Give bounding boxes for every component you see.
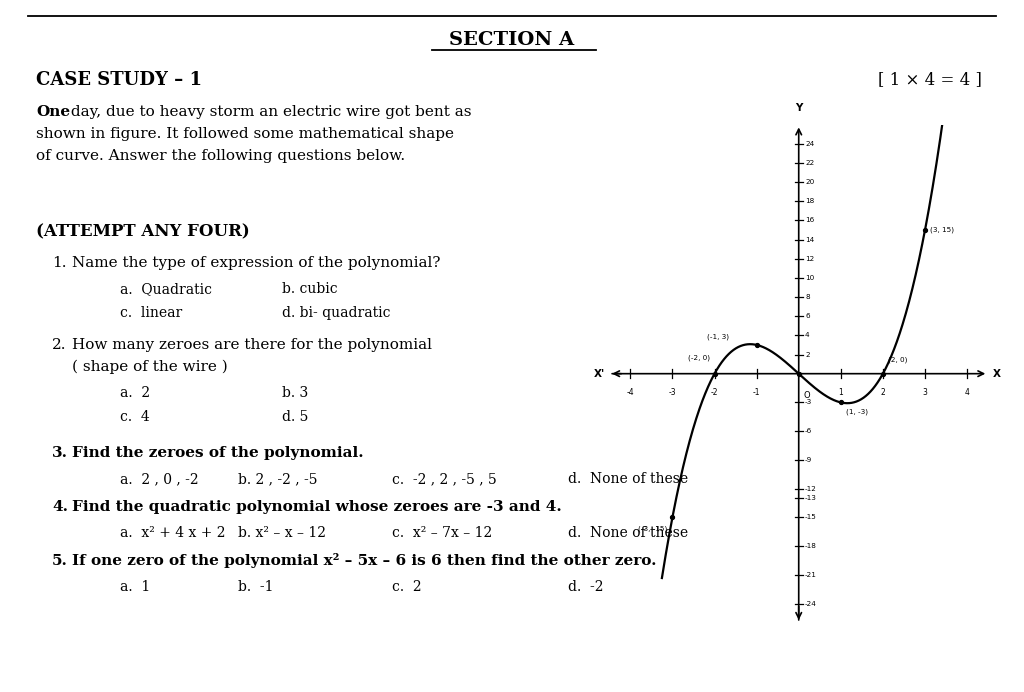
Text: a.  Quadratic: a. Quadratic <box>120 282 212 296</box>
Text: -24: -24 <box>805 601 817 607</box>
Text: -6: -6 <box>805 428 812 434</box>
Text: 20: 20 <box>805 179 814 185</box>
Text: CASE STUDY – 1: CASE STUDY – 1 <box>36 71 202 89</box>
Text: -12: -12 <box>805 486 817 491</box>
Text: 1.: 1. <box>52 256 67 270</box>
Text: 1: 1 <box>839 388 843 397</box>
Text: 16: 16 <box>805 217 814 224</box>
Text: d.  None of these: d. None of these <box>568 472 688 486</box>
Text: 4.: 4. <box>52 500 68 514</box>
Text: -3: -3 <box>805 399 812 406</box>
Text: (-2, 0): (-2, 0) <box>688 355 711 361</box>
Text: 14: 14 <box>805 237 814 242</box>
Text: -18: -18 <box>805 543 817 549</box>
Text: 2: 2 <box>881 388 886 397</box>
Text: [ 1 × 4 = 4 ]: [ 1 × 4 = 4 ] <box>879 71 982 89</box>
Text: X: X <box>992 369 1000 379</box>
Text: Y: Y <box>795 103 803 113</box>
Text: (1, -3): (1, -3) <box>846 408 868 415</box>
Text: day, due to heavy storm an electric wire got bent as: day, due to heavy storm an electric wire… <box>66 105 471 119</box>
Text: b. 3: b. 3 <box>282 386 308 400</box>
Text: c.  2: c. 2 <box>392 580 422 594</box>
Text: c.  4: c. 4 <box>120 410 150 424</box>
Text: SECTION A: SECTION A <box>450 31 574 49</box>
Text: (ATTEMPT ANY FOUR): (ATTEMPT ANY FOUR) <box>36 224 250 241</box>
Text: b.  -1: b. -1 <box>238 580 273 594</box>
Text: c.  linear: c. linear <box>120 306 182 320</box>
Text: -21: -21 <box>805 572 817 578</box>
Text: 6: 6 <box>805 313 810 319</box>
Text: -4: -4 <box>627 388 634 397</box>
Text: a.  x² + 4 x + 2: a. x² + 4 x + 2 <box>120 526 225 540</box>
Text: 3.: 3. <box>52 446 68 460</box>
Text: 24: 24 <box>805 140 814 147</box>
Text: a.  2 , 0 , -2: a. 2 , 0 , -2 <box>120 472 199 486</box>
Text: 3: 3 <box>923 388 928 397</box>
Text: d. bi- quadratic: d. bi- quadratic <box>282 306 390 320</box>
Text: (3, 15): (3, 15) <box>930 227 954 233</box>
Text: ( shape of the wire ): ( shape of the wire ) <box>72 360 227 374</box>
Text: -9: -9 <box>805 457 812 463</box>
Text: b. cubic: b. cubic <box>282 282 338 296</box>
Text: c.  -2 , 2 , -5 , 5: c. -2 , 2 , -5 , 5 <box>392 472 497 486</box>
Text: 18: 18 <box>805 198 814 204</box>
Text: 2.: 2. <box>52 338 67 352</box>
Text: If one zero of the polynomial x² – 5x – 6 is 6 then find the other zero.: If one zero of the polynomial x² – 5x – … <box>72 554 656 569</box>
Text: 8: 8 <box>805 294 810 300</box>
Text: -15: -15 <box>805 514 817 520</box>
Text: Find the quadratic polynomial whose zeroes are -3 and 4.: Find the quadratic polynomial whose zero… <box>72 500 562 514</box>
Text: d.  -2: d. -2 <box>568 580 603 594</box>
Text: Find the zeroes of the polynomial.: Find the zeroes of the polynomial. <box>72 446 364 460</box>
Text: (-1, 3): (-1, 3) <box>708 334 729 340</box>
Text: a.  1: a. 1 <box>120 580 151 594</box>
Text: (-3, -15): (-3, -15) <box>638 525 668 531</box>
Text: 22: 22 <box>805 160 814 166</box>
Text: X': X' <box>594 369 605 379</box>
Text: 12: 12 <box>805 256 814 262</box>
Text: 5.: 5. <box>52 554 68 568</box>
Text: 2: 2 <box>805 352 810 358</box>
Text: 4: 4 <box>965 388 970 397</box>
Text: One: One <box>36 105 70 119</box>
Text: 4: 4 <box>805 332 810 338</box>
Text: d. 5: d. 5 <box>282 410 308 424</box>
Text: -13: -13 <box>805 495 817 501</box>
Text: How many zeroes are there for the polynomial: How many zeroes are there for the polyno… <box>72 338 432 352</box>
Text: b. x² – x – 12: b. x² – x – 12 <box>238 526 326 540</box>
Text: -2: -2 <box>711 388 718 397</box>
Text: -3: -3 <box>669 388 676 397</box>
Text: a.  2: a. 2 <box>120 386 151 400</box>
Text: O: O <box>804 391 810 400</box>
Text: (2, 0): (2, 0) <box>888 356 907 363</box>
Text: of curve. Answer the following questions below.: of curve. Answer the following questions… <box>36 149 406 163</box>
Text: Name the type of expression of the polynomial?: Name the type of expression of the polyn… <box>72 256 440 270</box>
Text: shown in figure. It followed some mathematical shape: shown in figure. It followed some mathem… <box>36 127 454 141</box>
Text: 10: 10 <box>805 275 814 281</box>
Text: d.  None of these: d. None of these <box>568 526 688 540</box>
Text: c.  x² – 7x – 12: c. x² – 7x – 12 <box>392 526 493 540</box>
Text: b. 2 , -2 , -5: b. 2 , -2 , -5 <box>238 472 317 486</box>
Text: -1: -1 <box>753 388 761 397</box>
